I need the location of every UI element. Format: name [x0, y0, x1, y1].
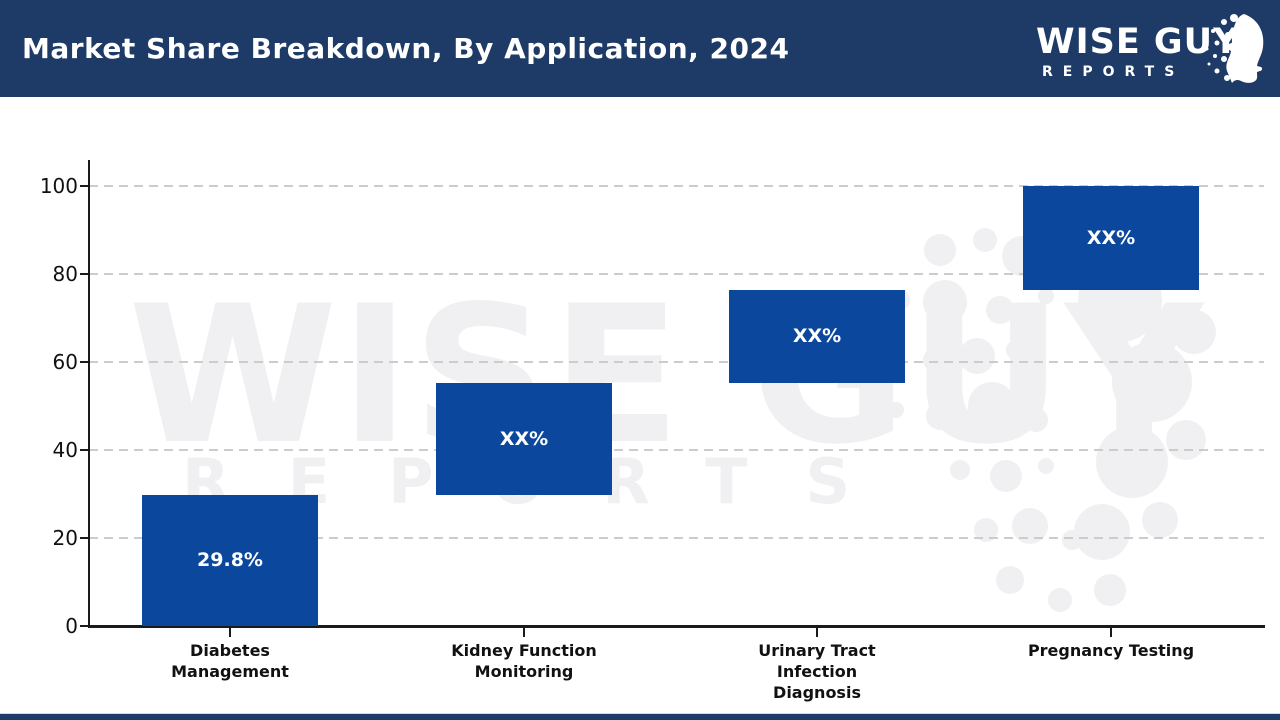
- y-tick-mark: [80, 537, 89, 539]
- bar: XX%: [436, 383, 612, 495]
- gridline: [89, 449, 1264, 451]
- category-label: Pregnancy Testing: [1027, 641, 1195, 660]
- bar-value-label: 29.8%: [197, 549, 263, 572]
- watermark-dot: [990, 460, 1022, 492]
- watermark-dot: [1038, 458, 1054, 474]
- gridline: [89, 185, 1264, 187]
- logo-face-icon: [1205, 13, 1264, 83]
- gridline: [89, 273, 1264, 275]
- gridline: [89, 537, 1264, 539]
- x-tick-mark: [1110, 628, 1112, 637]
- watermark-dot: [968, 382, 1016, 430]
- bar-value-label: XX%: [1086, 226, 1136, 249]
- watermark-dot: [1048, 588, 1072, 612]
- x-tick-mark: [816, 628, 818, 637]
- footer-bar: [0, 714, 1280, 720]
- bar: XX%: [1023, 186, 1199, 290]
- watermark-dot: [1024, 408, 1048, 432]
- logo-subtext: REPORTS: [1042, 64, 1184, 80]
- watermark-dot: [973, 228, 997, 252]
- page-title: Market Share Breakdown, By Application, …: [22, 32, 790, 65]
- watermark-dot: [986, 296, 1014, 324]
- chart-plot-area: WISE GUY REPORTS 02040608010029.8%Diabet…: [0, 97, 1280, 717]
- y-tick-mark: [80, 361, 89, 363]
- category-label: Kidney Function Monitoring: [451, 641, 597, 681]
- watermark-dot: [1094, 574, 1126, 606]
- watermark-dot: [1038, 288, 1054, 304]
- y-tick-label: 40: [52, 438, 78, 462]
- wise-guy-reports-logo: WISE GUY REPORTS: [1036, 13, 1264, 83]
- y-tick-label: 0: [65, 614, 78, 638]
- bar: XX%: [729, 289, 905, 384]
- y-tick-mark: [80, 273, 89, 275]
- y-tick-label: 60: [52, 350, 78, 374]
- x-axis: [88, 625, 1265, 628]
- category-label: Diabetes Management: [171, 641, 289, 681]
- watermark-dot: [1074, 504, 1130, 560]
- watermark-dot: [923, 280, 967, 324]
- watermark-dot: [1172, 310, 1216, 354]
- watermark-dot: [888, 402, 904, 418]
- y-tick-label: 80: [52, 262, 78, 286]
- x-tick-mark: [523, 628, 525, 637]
- bar: 29.8%: [142, 494, 318, 626]
- watermark-dot: [959, 338, 995, 374]
- bar-value-label: XX%: [792, 325, 842, 348]
- watermark-dot: [950, 460, 970, 480]
- watermark-dot: [996, 566, 1024, 594]
- watermark-dot: [924, 234, 956, 266]
- category-label: Urinary Tract Infection Diagnosis: [758, 641, 876, 702]
- y-tick-label: 100: [39, 174, 78, 198]
- y-tick-mark: [80, 185, 89, 187]
- logo-wordmark: WISE GUY: [1036, 22, 1239, 62]
- x-tick-mark: [229, 628, 231, 637]
- footer-divider: [0, 713, 1280, 714]
- watermark-dot: [923, 348, 947, 372]
- y-axis: [88, 160, 90, 628]
- bar-value-label: XX%: [499, 427, 549, 450]
- watermark-dot: [1142, 502, 1178, 538]
- watermark-dot: [1112, 342, 1192, 422]
- y-tick-mark: [80, 449, 89, 451]
- gridline: [89, 361, 1264, 363]
- watermark-dot: [1096, 426, 1168, 498]
- header-banner: Market Share Breakdown, By Application, …: [0, 0, 1280, 97]
- y-tick-label: 20: [52, 526, 78, 550]
- watermark-dot: [1006, 340, 1026, 360]
- watermark-dot: [1166, 420, 1206, 460]
- y-tick-mark: [80, 625, 89, 627]
- watermark-dot: [926, 402, 954, 430]
